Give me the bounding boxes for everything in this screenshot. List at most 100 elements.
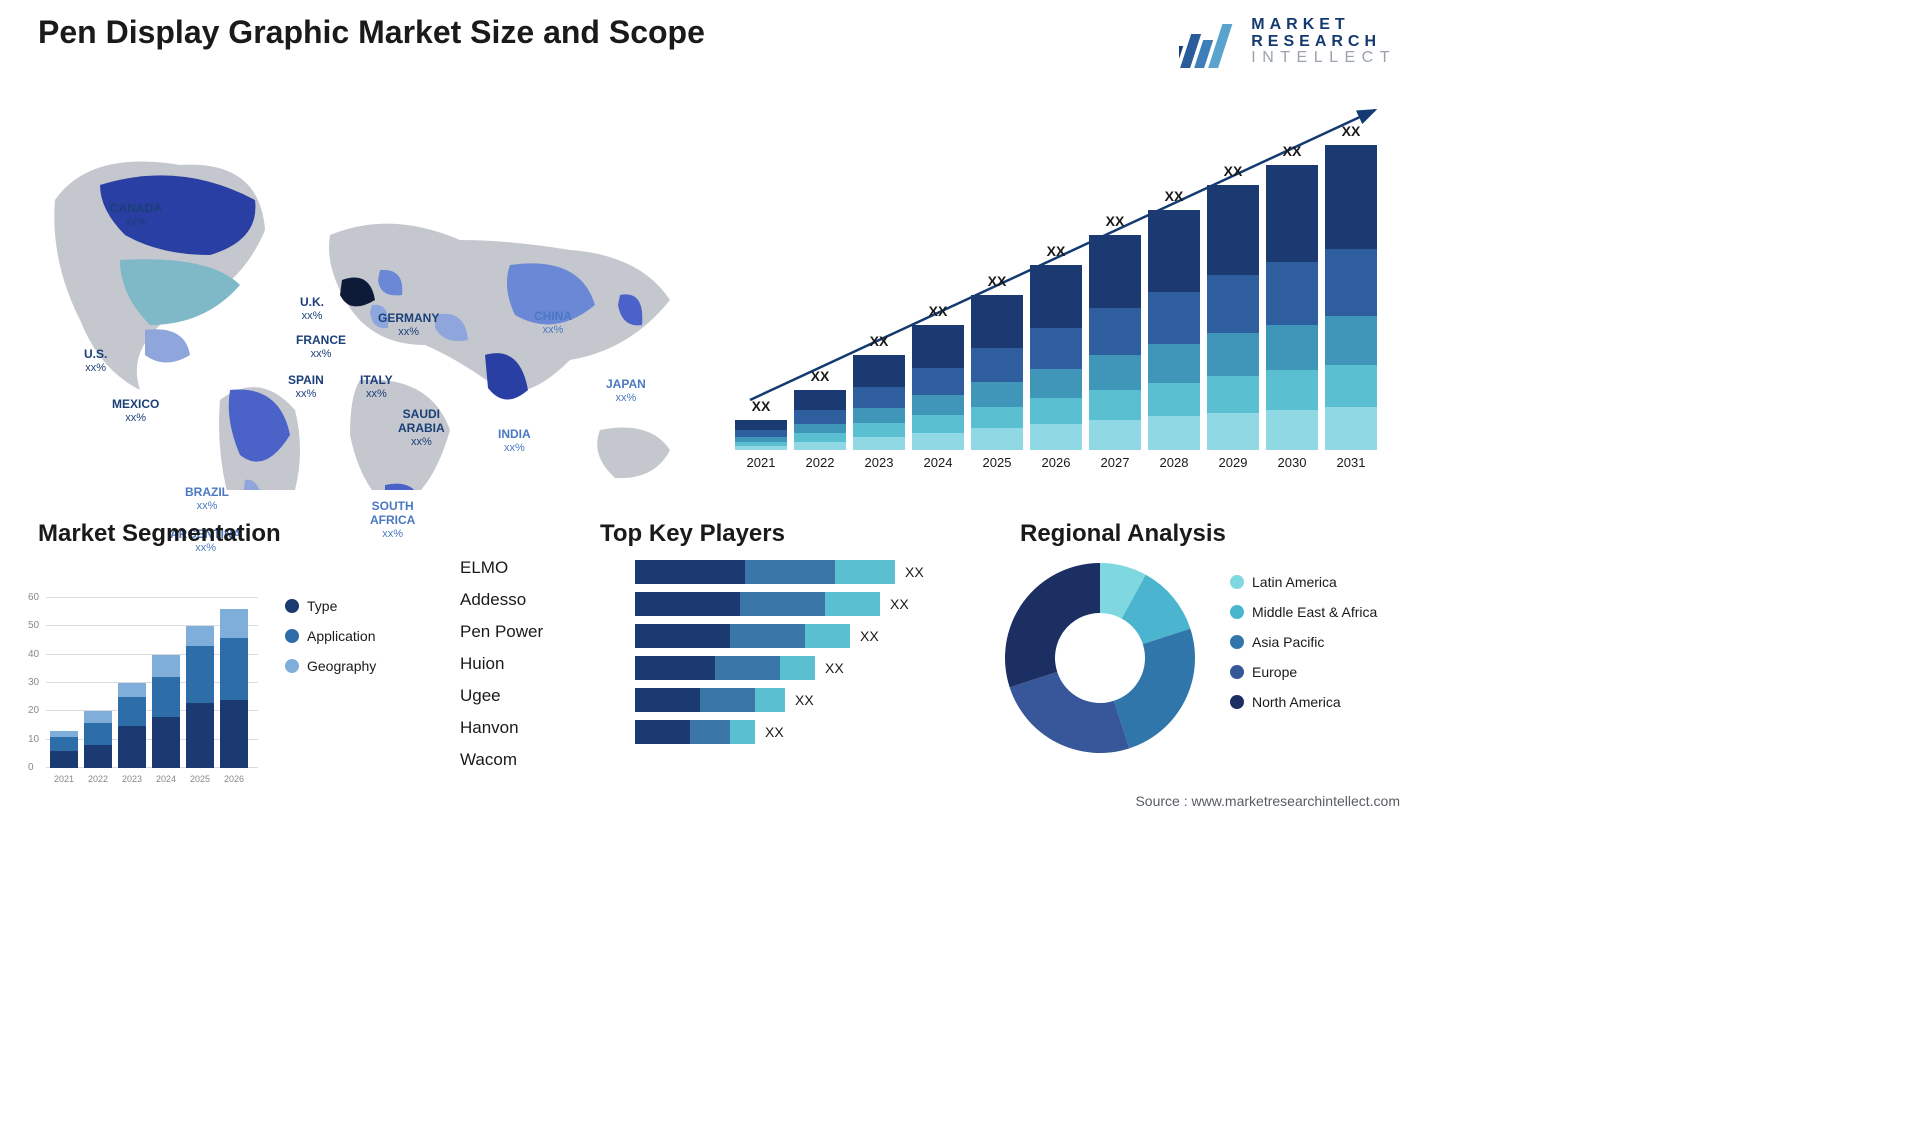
donut-chart [1000,558,1200,763]
seg-bar-2022 [84,711,112,768]
growth-xtick: 2030 [1266,455,1318,470]
kp-value: XX [890,596,909,612]
legend-swatch-icon [1230,665,1244,679]
segmentation-legend: Type Application Geography [285,598,376,674]
legend-swatch-icon [285,629,299,643]
map-label-brazil: BRAZILxx% [185,486,229,512]
regional-title: Regional Analysis [1020,520,1226,548]
legend-label: Geography [307,658,376,674]
page-title: Pen Display Graphic Market Size and Scop… [38,14,705,51]
growth-xtick: 2027 [1089,455,1141,470]
kp-row: XX [635,560,945,584]
growth-xtick: 2025 [971,455,1023,470]
seg-bar-2024 [152,655,180,768]
seg-bar-2025 [186,626,214,768]
legend-label: Europe [1252,664,1297,680]
legend-label: Application [307,628,376,644]
key-players-chart: XX XX XX XX XX XX [635,560,945,752]
growth-chart: XXXXXXXXXXXXXXXXXXXXXX 20212022202320242… [735,100,1395,470]
growth-bar-2030: XX [1266,143,1318,450]
growth-bar-2029: XX [1207,163,1259,450]
growth-xtick: 2021 [735,455,787,470]
growth-bar-2025: XX [971,273,1023,450]
growth-value: XX [1165,188,1184,204]
company-list: ELMO Addesso Pen Power Huion Ugee Hanvon Wacom [460,558,543,770]
world-map: CANADAxx%U.S.xx%MEXICOxx%BRAZILxx%ARGENT… [30,90,705,490]
legend-item: Latin America [1230,574,1377,590]
map-label-italy: ITALYxx% [360,374,393,400]
map-label-india: INDIAxx% [498,428,531,454]
company-item: Wacom [460,750,543,770]
map-label-japan: JAPANxx% [606,378,646,404]
growth-bar-2026: XX [1030,243,1082,450]
growth-bar-2024: XX [912,303,964,450]
map-label-south-africa: SOUTHAFRICAxx% [370,500,415,540]
map-label-saudi-arabia: SAUDIARABIAxx% [398,408,445,448]
legend-label: Type [307,598,337,614]
growth-bar-2028: XX [1148,188,1200,450]
legend-item: Middle East & Africa [1230,604,1377,620]
logo-mark-icon [1179,16,1239,68]
logo-line2: RESEARCH [1251,34,1396,51]
map-label-mexico: MEXICOxx% [112,398,159,424]
company-item: Addesso [460,590,543,610]
logo-text: MARKET RESEARCH INTELLECT [1251,17,1396,67]
growth-value: XX [1047,243,1066,259]
donut-slice [1005,563,1100,687]
company-item: Ugee [460,686,543,706]
growth-xaxis: 2021202220232024202520262027202820292030… [735,455,1377,470]
map-label-spain: SPAINxx% [288,374,324,400]
kp-row: XX [635,688,945,712]
legend-swatch-icon [1230,605,1244,619]
kp-value: XX [765,724,784,740]
logo-line3: INTELLECT [1251,50,1396,67]
legend-swatch-icon [285,599,299,613]
kp-value: XX [860,628,879,644]
kp-row: XX [635,656,945,680]
growth-value: XX [988,273,1007,289]
legend-item: Geography [285,658,376,674]
growth-bar-2031: XX [1325,123,1377,450]
legend-label: North America [1252,694,1341,710]
growth-bar-2022: XX [794,368,846,450]
map-label-canada: CANADAxx% [110,202,162,228]
growth-xtick: 2029 [1207,455,1259,470]
legend-item: Type [285,598,376,614]
growth-xtick: 2028 [1148,455,1200,470]
legend-label: Asia Pacific [1252,634,1324,650]
growth-value: XX [811,368,830,384]
map-label-u-s-: U.S.xx% [84,348,107,374]
growth-bars: XX XX XX XX XX XX XX XX XX XX XX [735,120,1377,450]
growth-value: XX [1342,123,1361,139]
growth-xtick: 2023 [853,455,905,470]
company-item: ELMO [460,558,543,578]
legend-label: Latin America [1252,574,1337,590]
growth-bar-2021: XX [735,398,787,450]
donut-slice [1114,629,1195,749]
world-map-svg [30,90,705,490]
growth-value: XX [1283,143,1302,159]
legend-swatch-icon [1230,695,1244,709]
legend-item: Application [285,628,376,644]
seg-bar-2023 [118,683,146,768]
growth-xtick: 2031 [1325,455,1377,470]
growth-value: XX [929,303,948,319]
company-item: Pen Power [460,622,543,642]
company-item: Huion [460,654,543,674]
donut-svg [1000,558,1200,758]
legend-label: Middle East & Africa [1252,604,1377,620]
growth-value: XX [1224,163,1243,179]
key-players-title: Top Key Players [600,520,785,548]
growth-xtick: 2024 [912,455,964,470]
brand-logo: MARKET RESEARCH INTELLECT [1179,16,1396,68]
seg-bar-2026 [220,609,248,768]
growth-value: XX [870,333,889,349]
kp-value: XX [795,692,814,708]
kp-value: XX [905,564,924,580]
growth-bar-2023: XX [853,333,905,450]
company-item: Hanvon [460,718,543,738]
map-label-u-k-: U.K.xx% [300,296,324,322]
kp-value: XX [825,660,844,676]
growth-value: XX [1106,213,1125,229]
legend-swatch-icon [1230,635,1244,649]
